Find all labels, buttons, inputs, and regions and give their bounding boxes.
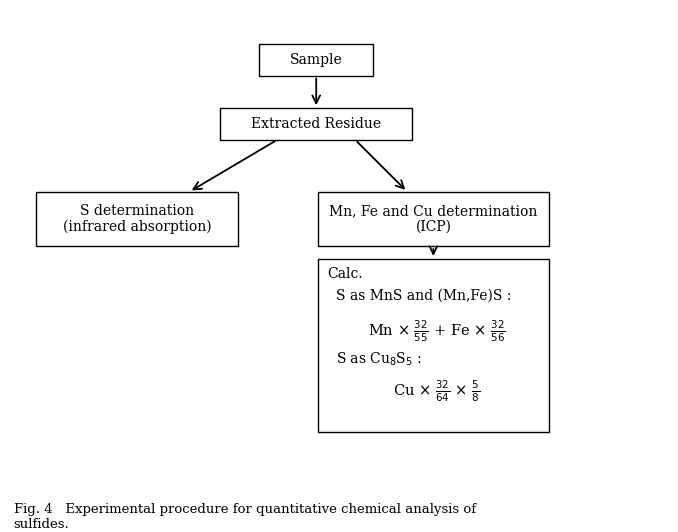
FancyBboxPatch shape: [318, 259, 549, 432]
Text: S as MnS and (Mn,Fe)S :: S as MnS and (Mn,Fe)S :: [336, 288, 511, 302]
FancyBboxPatch shape: [37, 192, 238, 246]
Text: Calc.: Calc.: [327, 267, 363, 281]
FancyBboxPatch shape: [220, 108, 412, 140]
Text: S determination
(infrared absorption): S determination (infrared absorption): [63, 204, 212, 234]
Text: Fig. 4   Experimental procedure for quantitative chemical analysis of: Fig. 4 Experimental procedure for quanti…: [14, 503, 476, 516]
Text: sulfides.: sulfides.: [14, 518, 69, 530]
FancyBboxPatch shape: [259, 44, 373, 76]
Text: Mn, Fe and Cu determination
(ICP): Mn, Fe and Cu determination (ICP): [330, 204, 538, 234]
Text: Extracted Residue: Extracted Residue: [251, 117, 381, 131]
FancyBboxPatch shape: [318, 192, 549, 246]
Text: Mn $\times$ $\frac{32}{55}$ + Fe $\times$ $\frac{32}{56}$: Mn $\times$ $\frac{32}{55}$ + Fe $\times…: [367, 319, 506, 344]
Text: S as Cu$_8$S$_5$ :: S as Cu$_8$S$_5$ :: [336, 351, 422, 368]
Text: Cu $\times$ $\frac{32}{64}$ $\times$ $\frac{5}{8}$: Cu $\times$ $\frac{32}{64}$ $\times$ $\f…: [393, 379, 480, 404]
Text: Sample: Sample: [290, 53, 342, 67]
